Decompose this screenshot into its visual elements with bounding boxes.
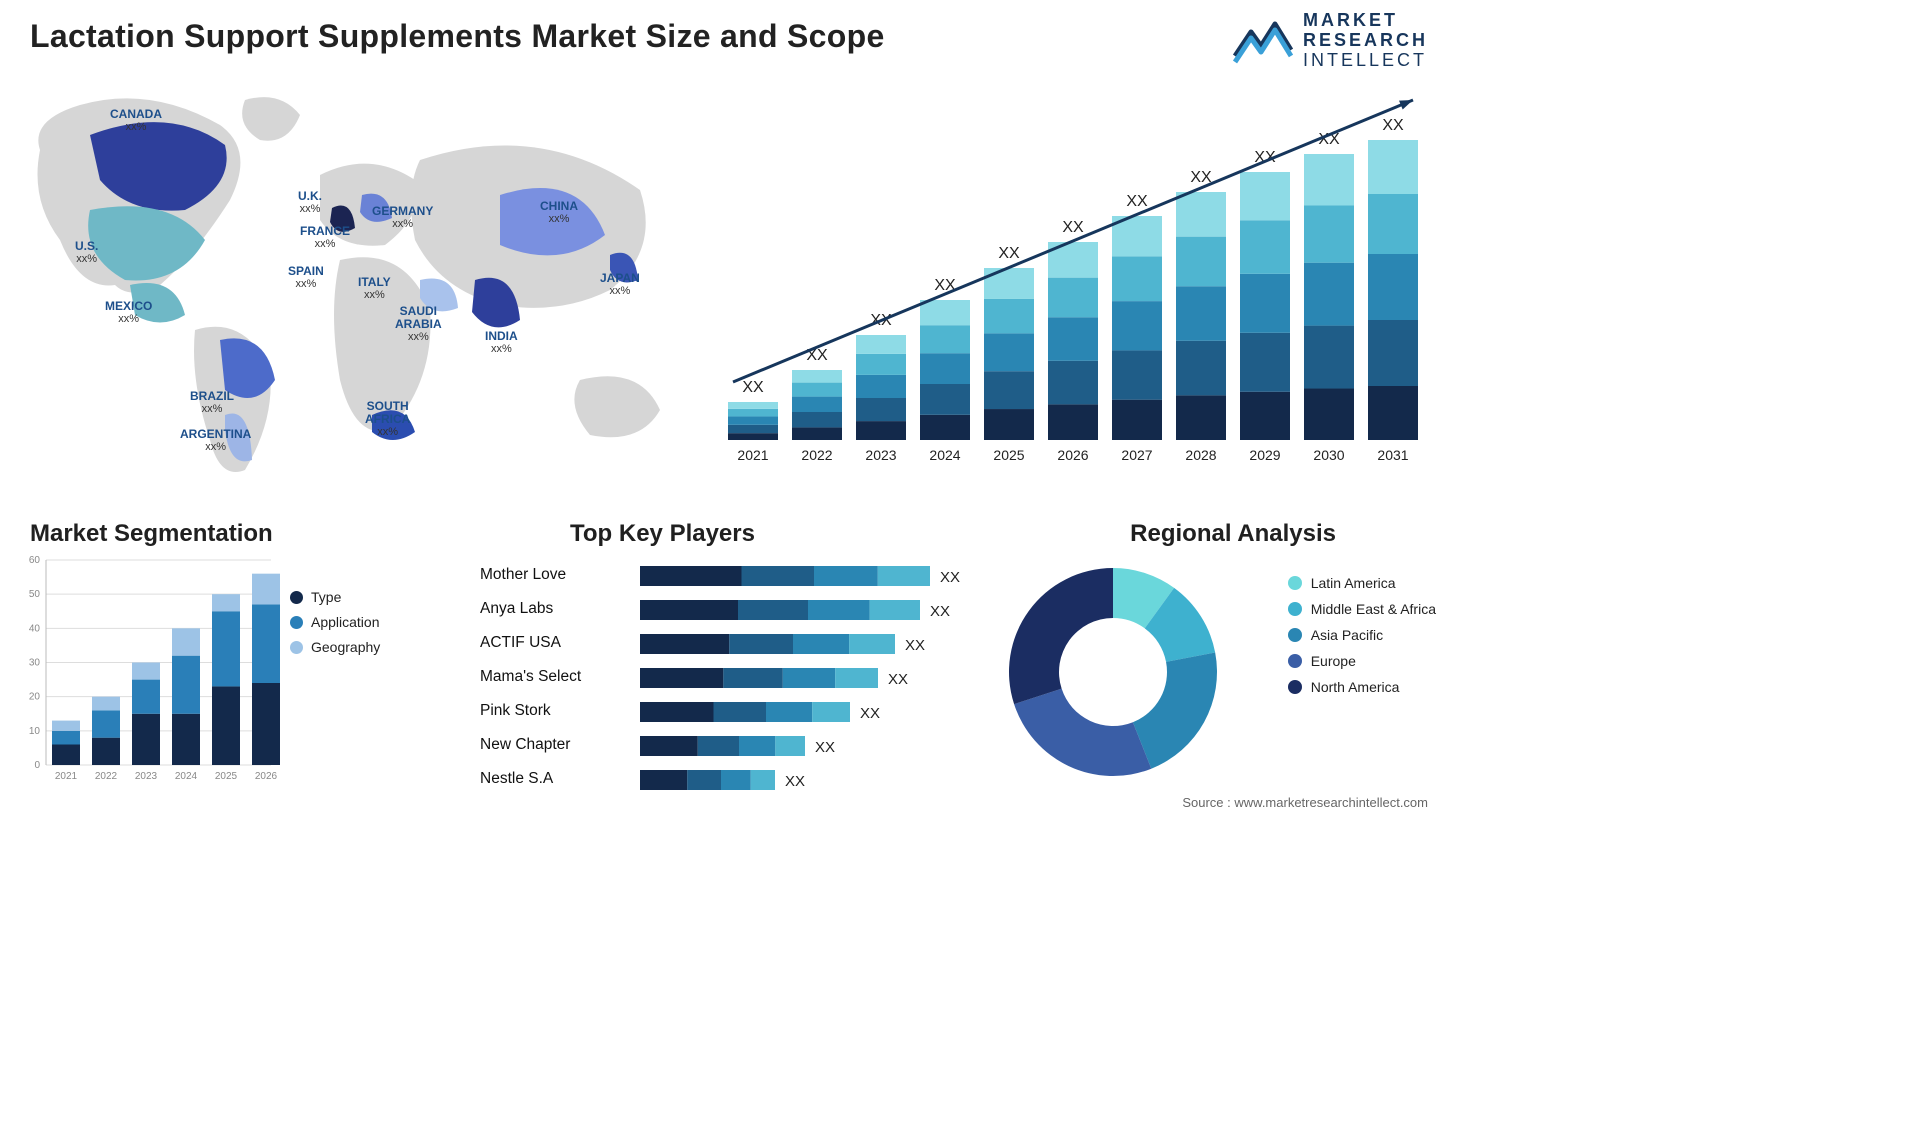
legend-item: Middle East & Africa [1288, 601, 1436, 617]
legend-item: Asia Pacific [1288, 627, 1436, 643]
map-label: JAPANxx% [600, 272, 640, 298]
svg-text:30: 30 [29, 658, 41, 669]
player-name: Mother Love [480, 558, 581, 592]
player-name: Pink Stork [480, 694, 581, 728]
legend-item: Europe [1288, 653, 1436, 669]
svg-text:XX: XX [742, 379, 764, 396]
svg-text:2022: 2022 [95, 771, 118, 782]
svg-text:XX: XX [905, 637, 925, 654]
segmentation-chart: 0 10 20 30 40 50 60 2021 2022 2023 2024 2025 2026 [18, 555, 278, 795]
svg-text:2021: 2021 [737, 447, 768, 463]
player-name: ACTIF USA [480, 626, 581, 660]
svg-text:XX: XX [1062, 219, 1084, 236]
brand-logo: MARKET RESEARCH INTELLECT [1233, 10, 1428, 70]
key-players-list: Mother LoveAnya LabsACTIF USAMama's Sele… [480, 558, 581, 796]
svg-text:2031: 2031 [1377, 447, 1408, 463]
map-label: CANADAxx% [110, 108, 162, 134]
market-size-chart: 2021XX2022XX2023XX2024XX2025XX2026XX2027… [728, 90, 1428, 480]
segmentation-legend: Type Application Geography [290, 580, 380, 664]
svg-text:XX: XX [860, 705, 880, 722]
svg-text:0: 0 [34, 760, 40, 771]
regional-legend: Latin America Middle East & Africa Asia Pa… [1288, 565, 1436, 705]
map-label: BRAZILxx% [190, 390, 234, 416]
svg-text:40: 40 [29, 623, 41, 634]
svg-text:XX: XX [940, 569, 960, 586]
map-label: U.K.xx% [298, 190, 322, 216]
svg-text:2025: 2025 [215, 771, 238, 782]
world-map: CANADAxx% U.S.xx% MEXICOxx% BRAZILxx% ARGENT… [20, 80, 685, 490]
map-label: SOUTHAFRICAxx% [365, 400, 410, 439]
svg-text:XX: XX [888, 671, 908, 688]
svg-text:2022: 2022 [801, 447, 832, 463]
legend-item: North America [1288, 679, 1436, 695]
svg-text:XX: XX [998, 245, 1020, 262]
key-players-chart: XX XX XX XX XX XX XX [640, 560, 970, 795]
svg-text:2025: 2025 [993, 447, 1024, 463]
source-label: Source : www.marketresearchintellect.com [1182, 795, 1428, 810]
svg-text:2023: 2023 [135, 771, 158, 782]
svg-text:2026: 2026 [1057, 447, 1088, 463]
svg-text:XX: XX [815, 739, 835, 756]
svg-text:XX: XX [1382, 117, 1404, 134]
map-label: CHINAxx% [540, 200, 578, 226]
map-label: INDIAxx% [485, 330, 518, 356]
regional-donut [1001, 560, 1226, 785]
map-label: U.S.xx% [75, 240, 98, 266]
svg-text:2027: 2027 [1121, 447, 1152, 463]
legend-item: Type [290, 589, 380, 605]
svg-text:2024: 2024 [929, 447, 960, 463]
map-label: SPAINxx% [288, 265, 324, 291]
svg-text:10: 10 [29, 726, 41, 737]
player-name: Mama's Select [480, 660, 581, 694]
svg-text:2021: 2021 [55, 771, 78, 782]
map-label: ITALYxx% [358, 276, 391, 302]
player-name: Nestle S.A [480, 762, 581, 796]
map-label: FRANCExx% [300, 225, 350, 251]
svg-text:2030: 2030 [1313, 447, 1344, 463]
player-name: Anya Labs [480, 592, 581, 626]
key-players-title: Top Key Players [570, 520, 755, 548]
legend-item: Application [290, 614, 380, 630]
player-name: New Chapter [480, 728, 581, 762]
logo-text: MARKET RESEARCH INTELLECT [1303, 10, 1428, 70]
map-label: MEXICOxx% [105, 300, 152, 326]
svg-text:XX: XX [1126, 193, 1148, 210]
segmentation-title: Market Segmentation [30, 520, 273, 548]
svg-text:2029: 2029 [1249, 447, 1280, 463]
svg-text:XX: XX [785, 773, 805, 790]
svg-text:2023: 2023 [865, 447, 896, 463]
svg-text:2026: 2026 [255, 771, 278, 782]
svg-text:20: 20 [29, 692, 41, 703]
regional-title: Regional Analysis [1130, 520, 1336, 548]
legend-item: Geography [290, 639, 380, 655]
svg-text:60: 60 [29, 555, 41, 566]
logo-icon [1233, 16, 1293, 64]
map-label: ARGENTINAxx% [180, 428, 251, 454]
map-label: GERMANYxx% [372, 205, 433, 231]
svg-text:2024: 2024 [175, 771, 198, 782]
svg-text:50: 50 [29, 589, 41, 600]
legend-item: Latin America [1288, 575, 1436, 591]
page-title: Lactation Support Supplements Market Siz… [30, 18, 885, 55]
svg-text:2028: 2028 [1185, 447, 1216, 463]
map-label: SAUDIARABIAxx% [395, 305, 442, 344]
svg-text:XX: XX [930, 603, 950, 620]
